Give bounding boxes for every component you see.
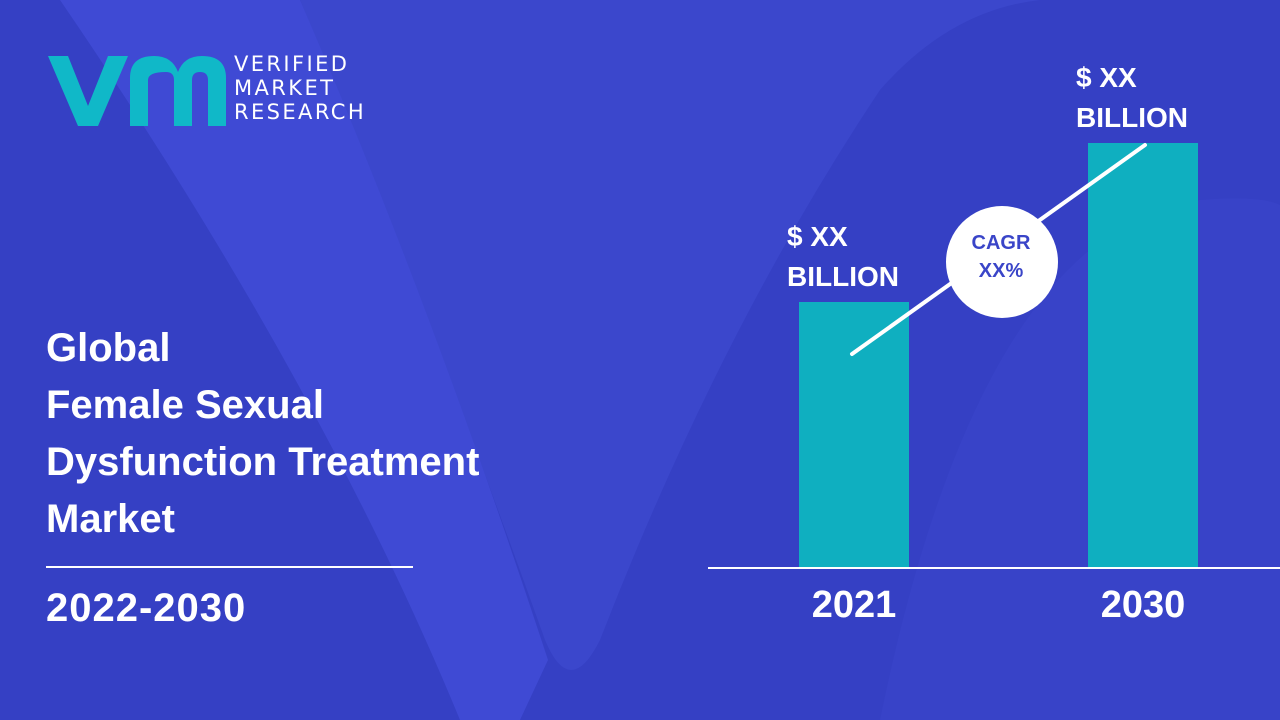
report-title: Global Female Sexual Dysfunction Treatme… (46, 320, 646, 548)
logo-v-letter (48, 56, 128, 126)
value-label-2021-line-2: BILLION (787, 261, 899, 292)
cagr-badge: CAGR XX% (946, 206, 1058, 318)
brand-line-3: RESEARCH (234, 100, 367, 124)
logo-mark (48, 56, 226, 126)
title-divider (46, 566, 413, 568)
value-label-2021-line-1: $ XX (787, 221, 848, 252)
bar-2030 (1088, 143, 1198, 567)
brand-line-2: MARKET (234, 76, 336, 100)
cagr-label: CAGR (972, 232, 1031, 254)
cagr-circle (946, 206, 1058, 318)
bars-layer (799, 143, 1198, 567)
forecast-period: 2022-2030 (46, 586, 247, 630)
title-line-1: Global (46, 326, 171, 370)
tick-label-2030: 2030 (1101, 584, 1186, 626)
value-label-2030-line-1: $ XX (1076, 62, 1137, 93)
brand-name: VERIFIED MARKET RESEARCH (234, 52, 366, 124)
brand-line-1: VERIFIED (234, 52, 350, 76)
labels-layer: $ XX BILLION 2021 $ XX BILLION 2030 (787, 62, 1188, 626)
value-label-2030-line-2: BILLION (1076, 102, 1188, 133)
background-v-highlight (60, 0, 548, 720)
title-line-4: Market (46, 497, 175, 541)
tick-label-2021: 2021 (812, 584, 897, 626)
cagr-value: XX% (979, 260, 1024, 282)
bar-2021 (799, 302, 909, 567)
title-line-2: Female Sexual (46, 383, 324, 427)
logo-m-letter (130, 56, 226, 126)
title-line-3: Dysfunction Treatment (46, 440, 480, 484)
